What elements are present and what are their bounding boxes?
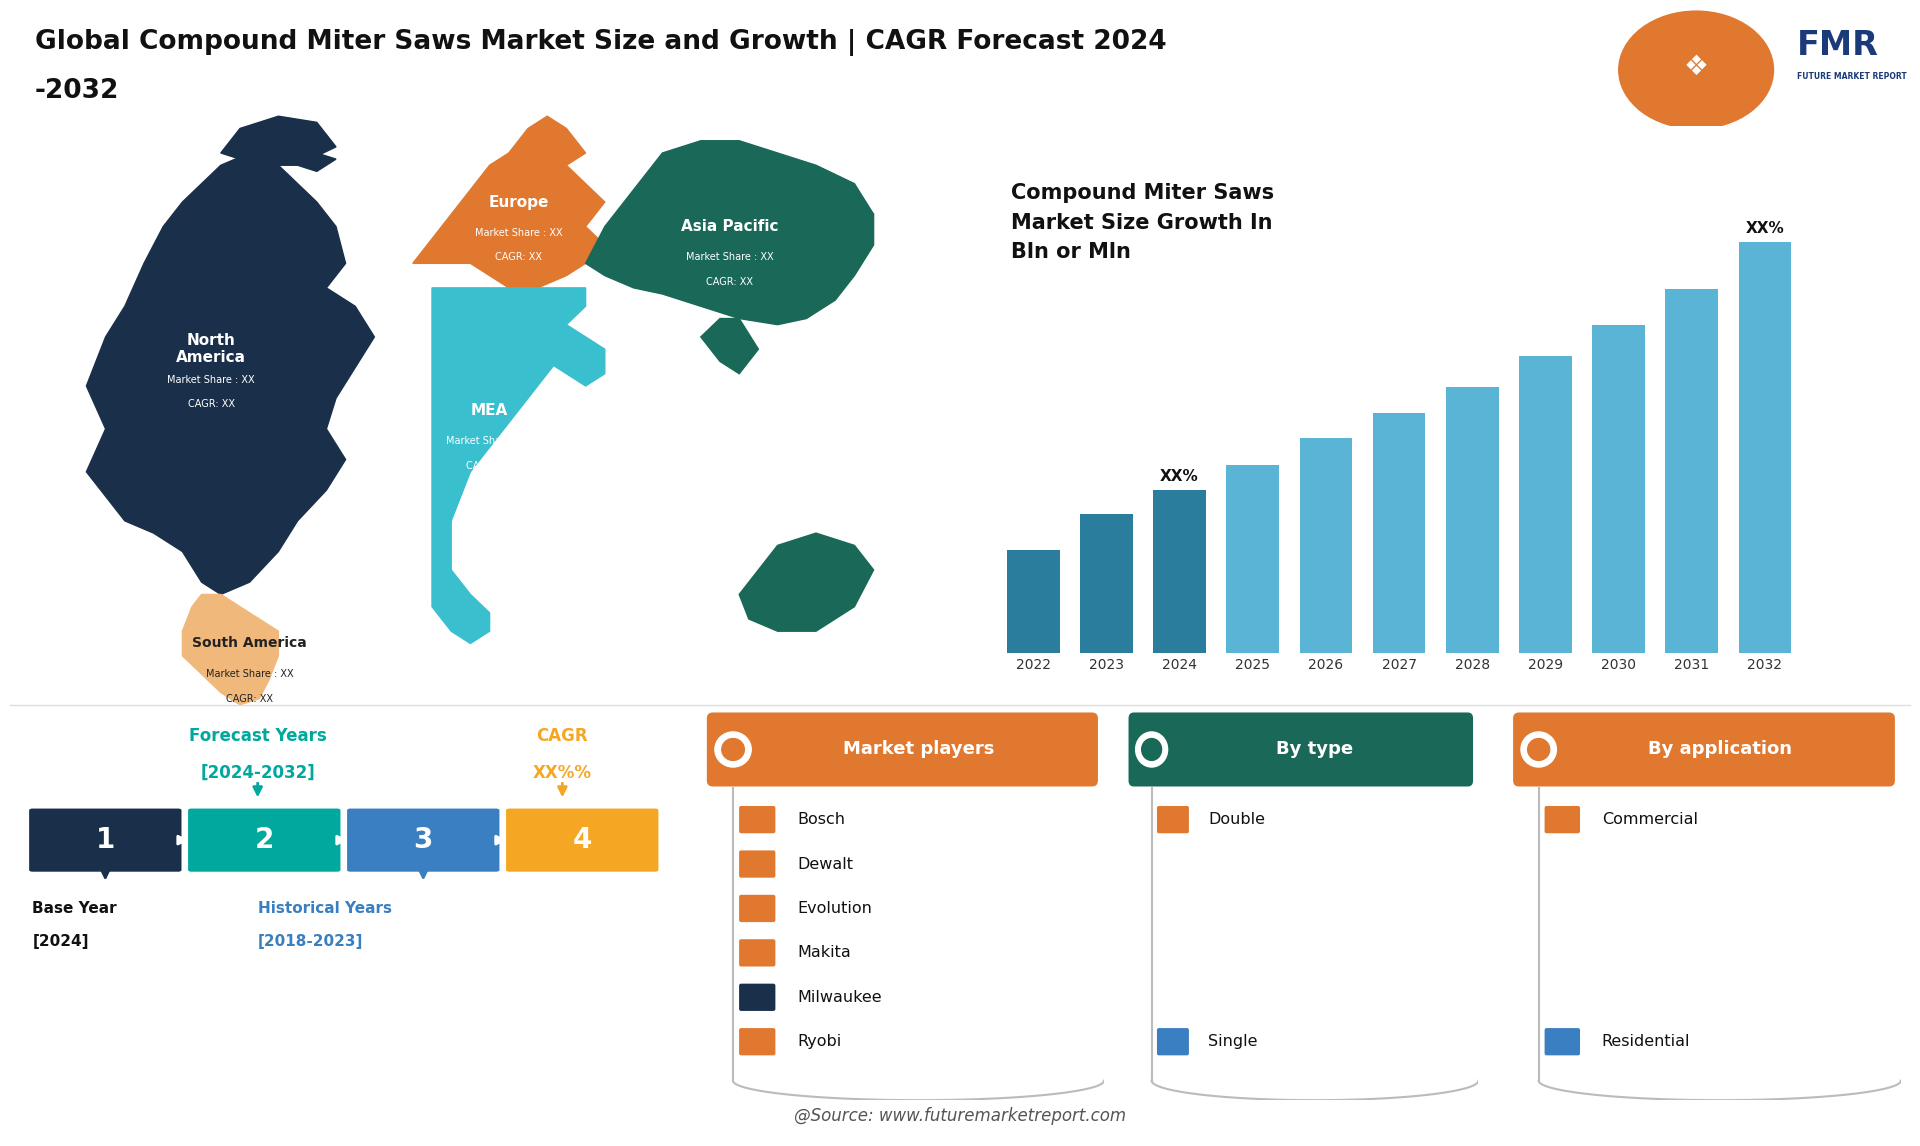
Text: CAGR: XX: CAGR: XX bbox=[188, 399, 234, 409]
FancyBboxPatch shape bbox=[707, 713, 1098, 786]
FancyBboxPatch shape bbox=[739, 806, 776, 833]
Text: Compound Miter Saws
Market Size Growth In
Bln or Mln: Compound Miter Saws Market Size Growth I… bbox=[1012, 183, 1275, 262]
Text: CAGR: CAGR bbox=[536, 728, 588, 745]
Bar bbox=[1081, 513, 1133, 653]
Text: -2032: -2032 bbox=[35, 78, 119, 104]
Polygon shape bbox=[701, 319, 758, 374]
Circle shape bbox=[1135, 732, 1167, 767]
Text: Ryobi: Ryobi bbox=[797, 1034, 841, 1050]
Text: CAGR: XX: CAGR: XX bbox=[495, 252, 541, 262]
FancyBboxPatch shape bbox=[1158, 806, 1188, 833]
Text: XX%: XX% bbox=[1745, 220, 1784, 236]
Polygon shape bbox=[739, 533, 874, 631]
Polygon shape bbox=[432, 288, 586, 644]
Text: Historical Years: Historical Years bbox=[257, 901, 392, 917]
FancyBboxPatch shape bbox=[188, 809, 340, 872]
Text: Base Year: Base Year bbox=[33, 901, 117, 917]
FancyBboxPatch shape bbox=[1513, 713, 1895, 786]
FancyBboxPatch shape bbox=[1544, 1028, 1580, 1055]
Text: Makita: Makita bbox=[797, 945, 851, 960]
Text: [2024]: [2024] bbox=[33, 934, 88, 950]
FancyBboxPatch shape bbox=[348, 809, 499, 872]
Text: Market Share : XX: Market Share : XX bbox=[445, 437, 534, 446]
Bar bbox=[1227, 465, 1279, 653]
Text: By type: By type bbox=[1277, 740, 1354, 759]
Text: Bosch: Bosch bbox=[797, 813, 845, 827]
FancyBboxPatch shape bbox=[739, 1028, 776, 1055]
Polygon shape bbox=[298, 154, 336, 172]
Text: Asia Pacific: Asia Pacific bbox=[682, 219, 778, 234]
Bar bbox=[1665, 290, 1718, 653]
Text: Market Share : XX: Market Share : XX bbox=[205, 669, 294, 680]
Text: ❖: ❖ bbox=[1684, 54, 1709, 81]
Text: Milwaukee: Milwaukee bbox=[797, 990, 881, 1005]
Bar bbox=[1446, 386, 1500, 653]
Polygon shape bbox=[547, 324, 605, 386]
FancyBboxPatch shape bbox=[739, 895, 776, 923]
Bar bbox=[1300, 438, 1352, 653]
Text: South America: South America bbox=[192, 636, 307, 651]
Text: North
America: North America bbox=[177, 333, 246, 366]
Text: Forecast Years: Forecast Years bbox=[188, 728, 326, 745]
Text: 4: 4 bbox=[572, 826, 591, 854]
FancyBboxPatch shape bbox=[507, 809, 659, 872]
Text: CAGR: XX: CAGR: XX bbox=[467, 461, 513, 471]
Text: MEA: MEA bbox=[470, 403, 509, 418]
Text: Europe: Europe bbox=[488, 195, 549, 210]
FancyBboxPatch shape bbox=[1544, 806, 1580, 833]
Polygon shape bbox=[221, 116, 336, 165]
Polygon shape bbox=[413, 154, 605, 288]
Bar bbox=[1740, 242, 1791, 653]
Text: Single: Single bbox=[1208, 1034, 1258, 1050]
Polygon shape bbox=[845, 202, 874, 227]
Text: FMR: FMR bbox=[1797, 29, 1880, 62]
Text: Residential: Residential bbox=[1601, 1034, 1690, 1050]
Circle shape bbox=[722, 738, 745, 761]
Text: 3: 3 bbox=[413, 826, 432, 854]
Bar bbox=[1592, 324, 1645, 653]
FancyBboxPatch shape bbox=[739, 940, 776, 966]
Polygon shape bbox=[509, 116, 586, 165]
Text: 2: 2 bbox=[255, 826, 275, 854]
Bar bbox=[1373, 414, 1425, 653]
Text: Double: Double bbox=[1208, 813, 1265, 827]
Bar bbox=[1154, 489, 1206, 653]
Text: Market Share : XX: Market Share : XX bbox=[167, 375, 255, 385]
Polygon shape bbox=[586, 141, 874, 324]
FancyBboxPatch shape bbox=[1129, 713, 1473, 786]
Text: XX%%: XX%% bbox=[534, 763, 591, 782]
Text: Market players: Market players bbox=[843, 740, 995, 759]
Circle shape bbox=[1142, 738, 1162, 761]
Bar bbox=[1006, 550, 1060, 653]
Text: Commercial: Commercial bbox=[1601, 813, 1697, 827]
Text: FUTURE MARKET REPORT: FUTURE MARKET REPORT bbox=[1797, 71, 1907, 80]
Polygon shape bbox=[182, 595, 278, 705]
Text: Market Share : XX: Market Share : XX bbox=[685, 252, 774, 262]
Circle shape bbox=[1528, 738, 1549, 761]
Text: [2024-2032]: [2024-2032] bbox=[200, 763, 315, 782]
Text: CAGR: XX: CAGR: XX bbox=[707, 276, 753, 286]
Text: Market Share : XX: Market Share : XX bbox=[474, 228, 563, 237]
Text: Dewalt: Dewalt bbox=[797, 856, 854, 872]
Text: XX%: XX% bbox=[1160, 469, 1198, 484]
Polygon shape bbox=[86, 154, 374, 595]
Text: [2018-2023]: [2018-2023] bbox=[257, 934, 363, 950]
Circle shape bbox=[1521, 732, 1557, 767]
Text: CAGR: XX: CAGR: XX bbox=[227, 693, 273, 704]
Text: By application: By application bbox=[1647, 740, 1791, 759]
Text: Global Compound Miter Saws Market Size and Growth | CAGR Forecast 2024: Global Compound Miter Saws Market Size a… bbox=[35, 29, 1165, 56]
FancyBboxPatch shape bbox=[739, 983, 776, 1011]
Circle shape bbox=[714, 732, 751, 767]
Text: Evolution: Evolution bbox=[797, 901, 872, 916]
FancyBboxPatch shape bbox=[29, 809, 182, 872]
Ellipse shape bbox=[1619, 11, 1774, 128]
Text: @Source: www.futuremarketreport.com: @Source: www.futuremarketreport.com bbox=[795, 1107, 1125, 1125]
FancyBboxPatch shape bbox=[1158, 1028, 1188, 1055]
FancyBboxPatch shape bbox=[739, 850, 776, 878]
Bar bbox=[1519, 355, 1572, 653]
Text: 1: 1 bbox=[96, 826, 115, 854]
